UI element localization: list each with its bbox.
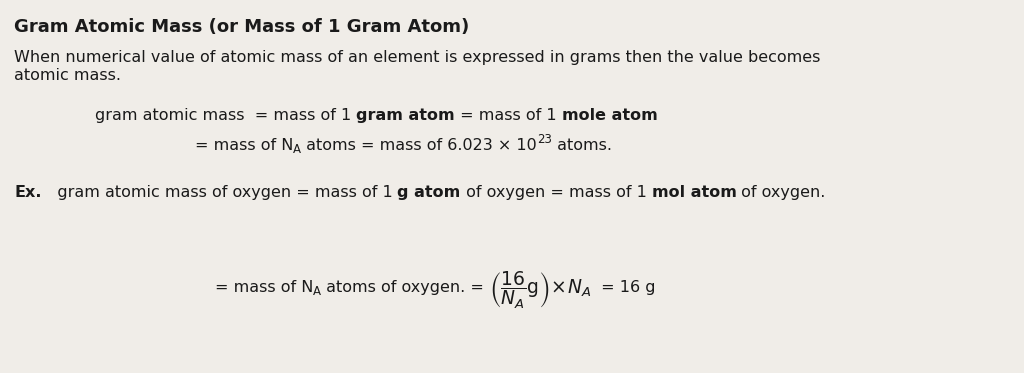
Text: = mass of N: = mass of N bbox=[215, 280, 313, 295]
Text: Ex.: Ex. bbox=[14, 185, 42, 200]
Text: A: A bbox=[313, 285, 322, 298]
Text: atoms.: atoms. bbox=[552, 138, 612, 153]
Text: of oxygen.: of oxygen. bbox=[736, 185, 826, 200]
Text: gram atomic mass of oxygen = mass of 1: gram atomic mass of oxygen = mass of 1 bbox=[42, 185, 397, 200]
Text: mole atom: mole atom bbox=[562, 108, 657, 123]
Text: gram atom: gram atom bbox=[356, 108, 455, 123]
Text: = mass of N: = mass of N bbox=[195, 138, 293, 153]
Text: $\left(\dfrac{16}{N_A}\mathrm{g}\right)\!\times\! N_A$: $\left(\dfrac{16}{N_A}\mathrm{g}\right)\… bbox=[489, 270, 592, 311]
Text: gram atomic mass  = mass of 1: gram atomic mass = mass of 1 bbox=[95, 108, 356, 123]
Text: A: A bbox=[293, 143, 301, 156]
Text: = 16 g: = 16 g bbox=[596, 280, 655, 295]
Text: atomic mass.: atomic mass. bbox=[14, 68, 121, 83]
Text: = mass of 1: = mass of 1 bbox=[455, 108, 562, 123]
Text: When numerical value of atomic mass of an element is expressed in grams then the: When numerical value of atomic mass of a… bbox=[14, 50, 820, 65]
Text: atoms of oxygen. =: atoms of oxygen. = bbox=[322, 280, 489, 295]
Text: of oxygen = mass of 1: of oxygen = mass of 1 bbox=[461, 185, 651, 200]
Text: mol atom: mol atom bbox=[651, 185, 736, 200]
Text: g atom: g atom bbox=[397, 185, 461, 200]
Text: 23: 23 bbox=[538, 133, 552, 146]
Text: atoms = mass of 6.023 × 10: atoms = mass of 6.023 × 10 bbox=[301, 138, 538, 153]
Text: Gram Atomic Mass (or Mass of 1 Gram Atom): Gram Atomic Mass (or Mass of 1 Gram Atom… bbox=[14, 18, 469, 36]
